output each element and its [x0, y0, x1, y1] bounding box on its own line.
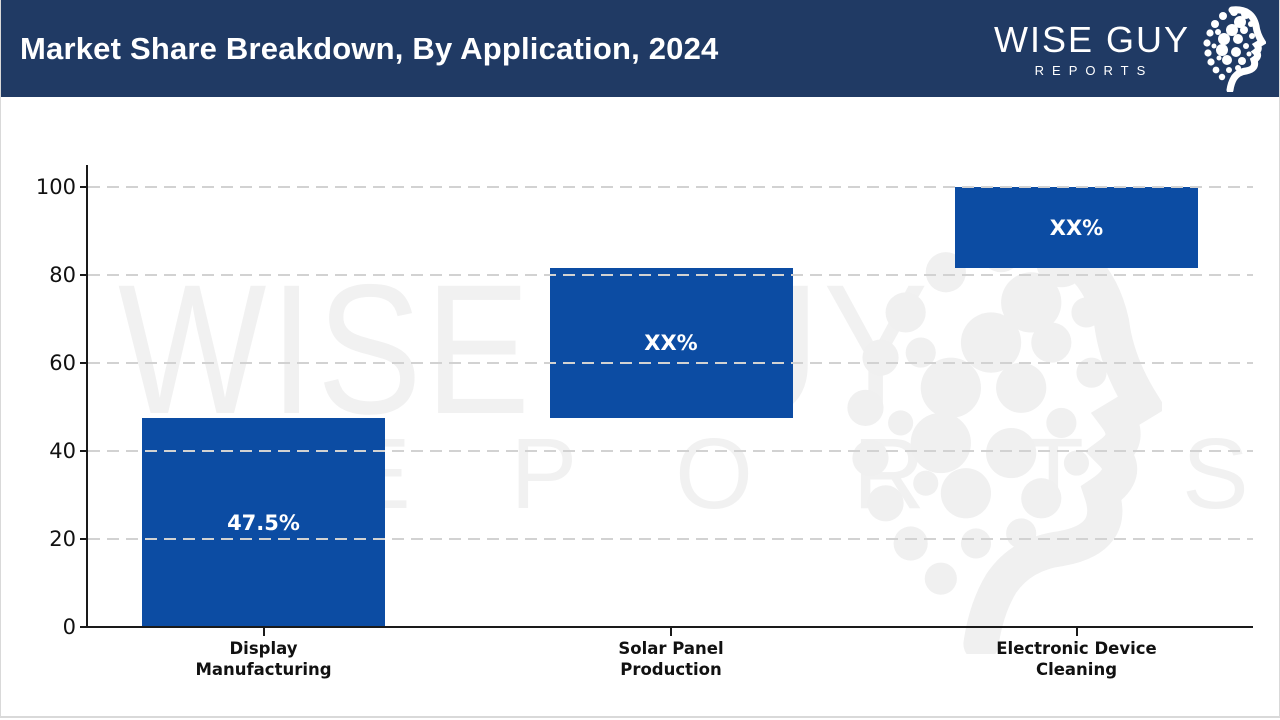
gridline-100: [88, 186, 1253, 188]
x-category-label-line: Electronic Device: [996, 639, 1157, 658]
bar-2: XX%: [549, 268, 793, 418]
y-tick-label-20: 20: [49, 527, 76, 551]
chart-title: Market Share Breakdown, By Application, …: [20, 30, 719, 66]
x-tick-1: [262, 627, 265, 636]
x-axis-spine: [86, 626, 1253, 628]
bar-value-label-1: 47.5%: [227, 510, 300, 535]
x-tick-2: [670, 627, 672, 636]
y-tick-label-40: 40: [49, 439, 76, 463]
gridline-20: [88, 538, 1253, 540]
y-tick-label-0: 0: [62, 615, 76, 639]
x-category-label-3: Electronic Device Cleaning: [917, 638, 1237, 680]
y-tick-80: [80, 274, 88, 276]
y-tick-label-60: 60: [49, 351, 76, 375]
y-tick-100: [80, 186, 88, 188]
bar-value-label-3: XX%: [1049, 215, 1104, 240]
watermark-head-icon: [847, 223, 1162, 654]
y-axis-spine: [86, 165, 88, 628]
x-category-label-1: Display Manufacturing: [104, 638, 424, 680]
bar-value-label-2: XX%: [644, 331, 698, 356]
header-bar: Market Share Breakdown, By Application, …: [0, 0, 1280, 97]
wise-guy-logo: WISE GUY REPORTS: [994, 6, 1266, 92]
x-category-label-line: Production: [620, 660, 722, 679]
x-category-label-line: Solar Panel: [618, 639, 724, 658]
logo-head-icon: [1203, 6, 1266, 92]
bar-3: XX%: [955, 187, 1198, 269]
y-tick-label-100: 100: [35, 175, 76, 199]
watermark-wordmark: WISE GUY: [118, 247, 932, 453]
logo-subtitle: REPORTS: [1034, 62, 1154, 78]
bar-1: 47.5%: [142, 418, 385, 627]
logo-text: WISE GUY REPORTS: [993, 18, 1190, 79]
x-category-label-line: Cleaning: [1035, 660, 1118, 679]
gridline-60: [88, 362, 1253, 364]
x-tick-3: [1075, 627, 1078, 636]
y-tick-0: [80, 626, 88, 628]
gridline-80: [88, 274, 1253, 276]
logo-wordmark: WISE GUY: [993, 18, 1190, 60]
y-tick-40: [80, 450, 88, 452]
x-category-label-line: Display: [229, 639, 298, 658]
x-category-label-line: Manufacturing: [195, 660, 332, 679]
y-tick-20: [80, 538, 88, 540]
x-category-label-2: Solar Panel Production: [511, 638, 831, 680]
y-tick-label-80: 80: [49, 263, 76, 287]
gridline-40: [88, 450, 1253, 452]
y-tick-60: [80, 362, 88, 364]
